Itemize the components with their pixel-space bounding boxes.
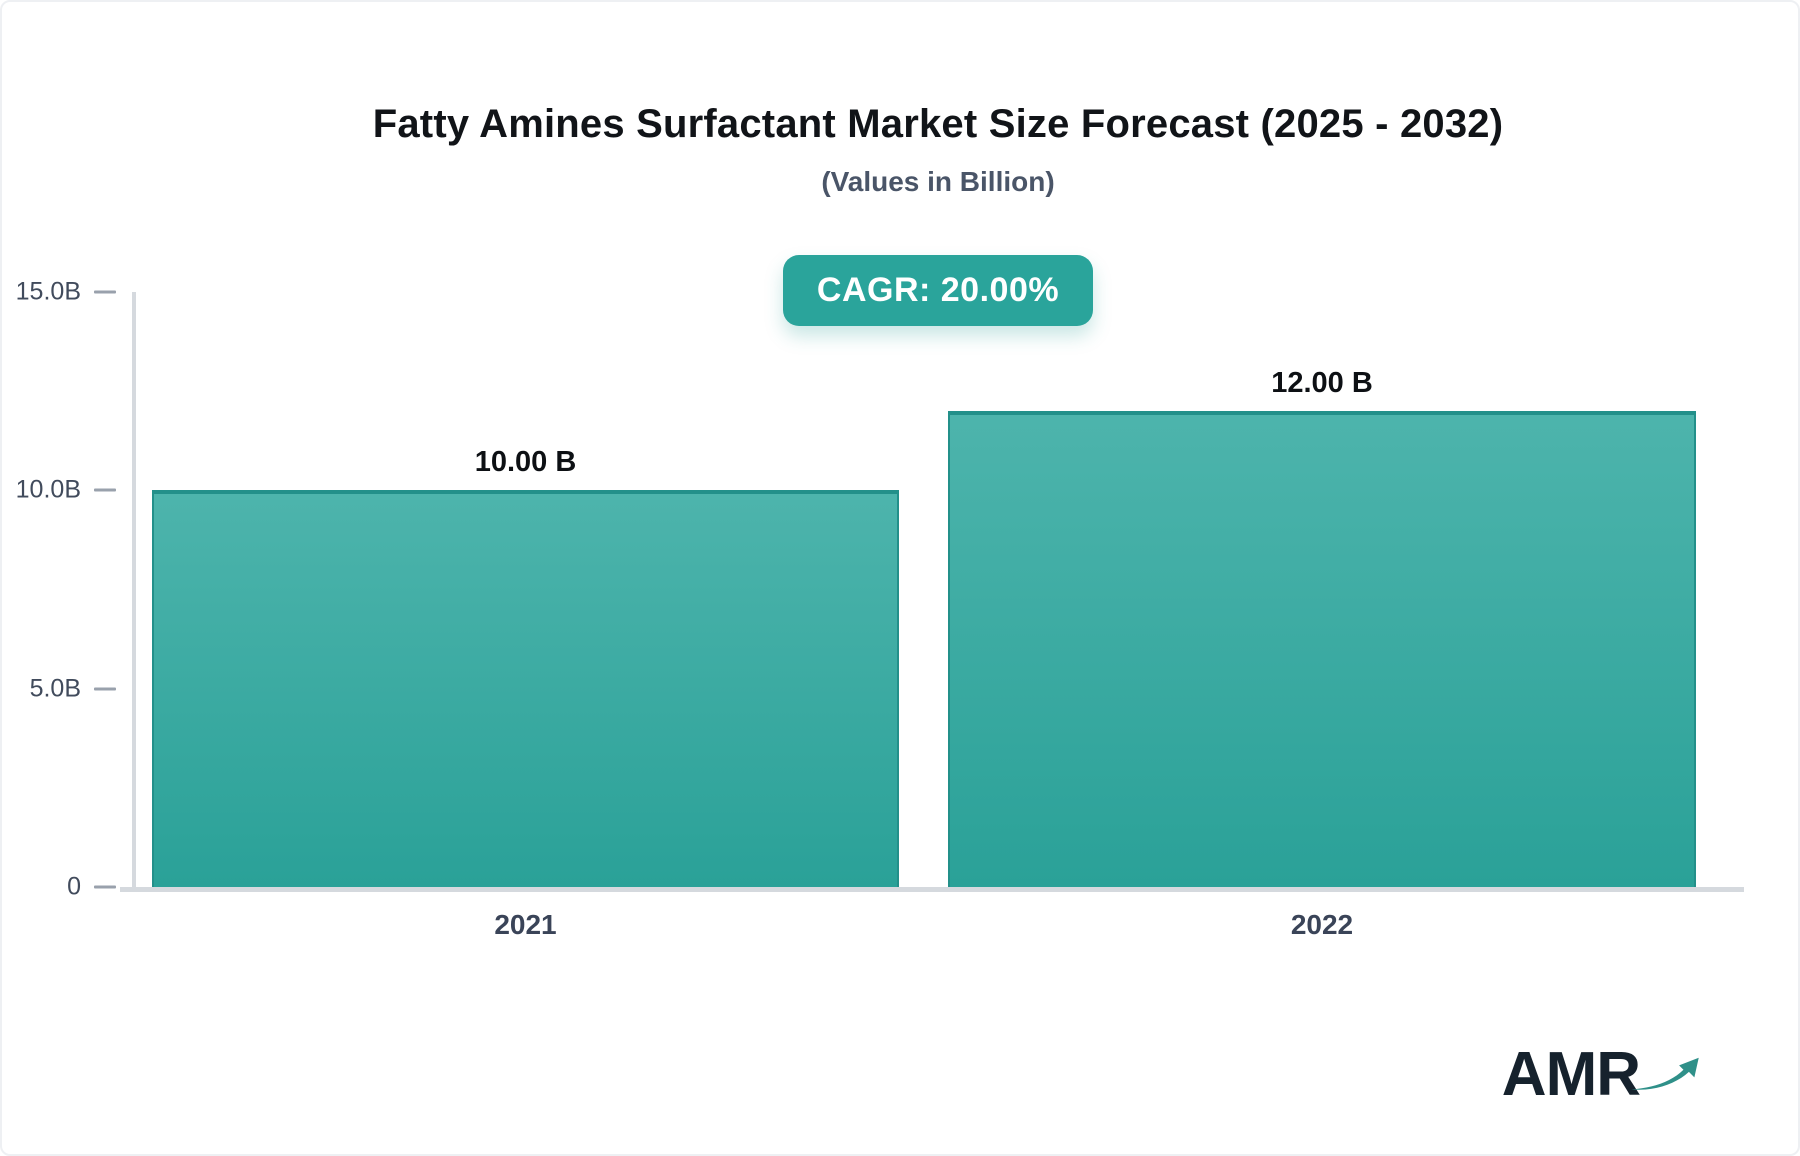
bar-value-label: 10.00 B [474, 446, 577, 479]
y-tick-label: 0 [67, 872, 81, 901]
bar-group-2022: 12.00 B 2022 [948, 292, 1696, 940]
y-tick-mark [94, 488, 116, 492]
bar-2022[interactable] [948, 411, 1696, 887]
bar-value-label: 12.00 B [1271, 367, 1373, 399]
cagr-badge-row: CAGR: 20.00% [132, 255, 1744, 326]
cagr-badge: CAGR: 20.00% [782, 255, 1094, 326]
x-axis-category-label: 2021 [494, 909, 557, 940]
y-axis-tick-gutter: 15.0B 10.0B 5.0B 0 [2, 278, 116, 901]
plot-area: 10.00 B 2021 12.00 B 2022 [120, 292, 1744, 940]
amr-logo: AMR [1502, 1040, 1702, 1106]
x-axis-category-label: 2022 [1290, 909, 1354, 940]
y-tick-mark [94, 290, 116, 294]
y-axis-line [132, 292, 136, 891]
y-tick: 5.0B [30, 674, 116, 703]
x-axis-line [120, 887, 1744, 892]
chart-subtitle: (Values in Billion) [821, 166, 1055, 197]
y-tick: 0 [67, 873, 116, 902]
y-tick-label: 10.0B [15, 475, 81, 504]
chart-title: Fatty Amines Surfactant Market Size Fore… [372, 102, 1504, 146]
y-tick-mark [94, 885, 116, 889]
y-tick: 15.0B [16, 278, 116, 307]
amr-logo-text: AMR [1501, 1040, 1641, 1109]
y-tick-label: 15.0B [15, 277, 81, 306]
bar-2021[interactable] [152, 490, 899, 887]
growth-arrow-icon [1631, 1057, 1699, 1090]
y-tick: 10.0B [16, 476, 116, 505]
bar-group-2021: 10.00 B 2021 [152, 292, 899, 940]
y-tick-mark [94, 687, 116, 691]
y-tick-label: 5.0B [29, 674, 81, 703]
